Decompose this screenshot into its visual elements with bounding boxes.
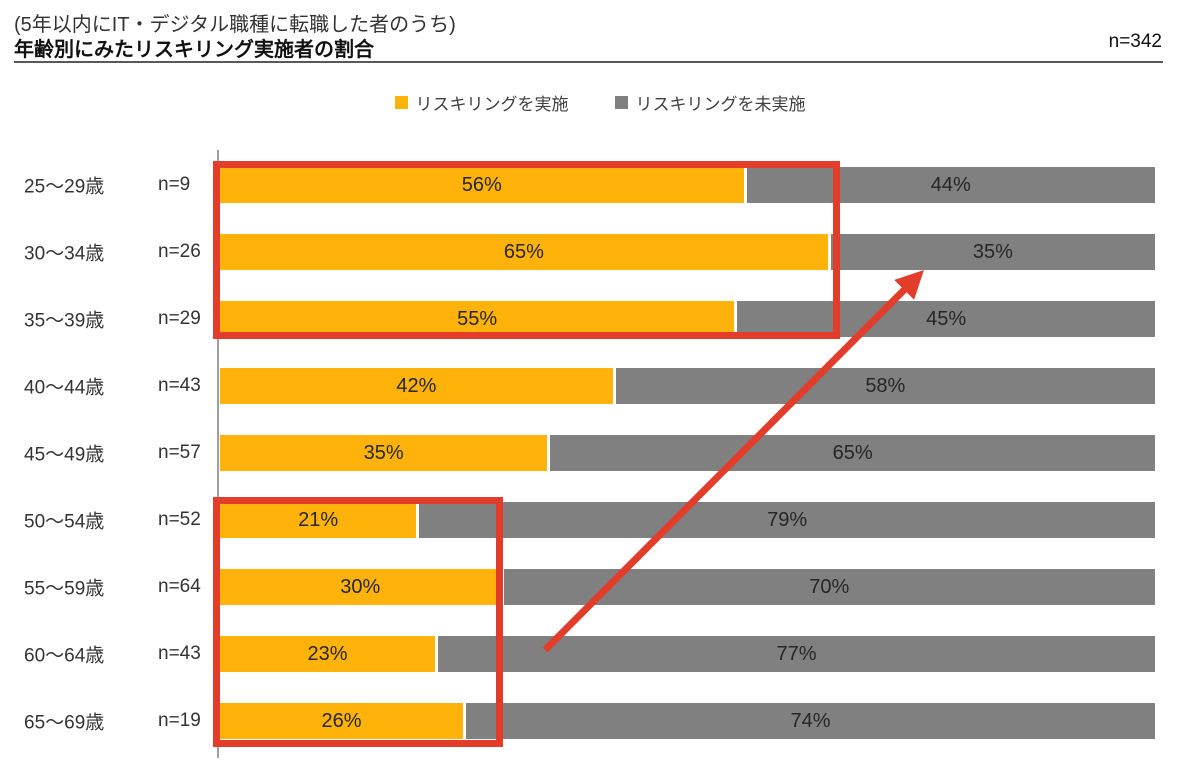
category-label: 50〜54歳 [24,511,105,533]
chart-subtitle: (5年以内にIT・デジタル職種に転職した者のうち) [14,14,456,36]
stacked-bar-chart: 25〜29歳 n=9 56% 44% 30〜34歳 n=26 65% 35% 35〜39歳 n=2… [0,150,1200,768]
sample-size-label: n=52 [158,509,201,530]
chart-row: 50〜54歳 n=52 21% 79% [0,502,1200,538]
sample-size-label: n=43 [158,375,201,396]
bar-segment-implemented: 26% [220,703,464,739]
legend: リスキリングを実施 リスキリングを未実施 [0,90,1200,115]
bar-segment-implemented: 56% [220,167,744,203]
bar-track: 56% 44% [220,167,1155,203]
y-axis-line [217,150,219,758]
bar-segment-implemented: 35% [220,435,548,471]
category-label: 60〜64歳 [24,645,105,667]
chart-title: 年齢別にみたリスキリング実施者の割合 [14,39,374,61]
legend-swatch-gray-icon [614,96,628,109]
bar-segment-not-implemented: 44% [743,167,1155,203]
category-label: 25〜29歳 [24,176,105,198]
chart-row: 40〜44歳 n=43 42% 58% [0,368,1200,404]
bar-segment-not-implemented: 79% [416,502,1155,538]
highlight-box-older-ages [213,497,503,747]
category-label: 55〜59歳 [24,578,105,600]
legend-label: リスキリングを実施 [415,95,569,114]
chart-row: 45〜49歳 n=57 35% 65% [0,435,1200,471]
bar-segment-implemented: 42% [220,368,613,404]
value-label: 26% [321,709,362,732]
bar-segment-not-implemented: 65% [547,435,1155,471]
sample-size-label: n=57 [158,442,201,463]
bar-segment-not-implemented: 58% [612,368,1155,404]
sample-size-label: n=19 [158,710,201,731]
legend-item-not-implemented: リスキリングを未実施 [614,90,806,115]
legend-item-implemented: リスキリングを実施 [394,90,569,115]
sample-size-total: n=342 [1108,31,1162,52]
category-label: 45〜49歳 [24,444,105,466]
highlight-box-young-ages [213,161,840,339]
value-label: 45% [926,307,967,330]
bar-segment-not-implemented: 77% [435,636,1155,672]
value-label: 21% [298,508,339,531]
bar-segment-implemented: 21% [220,502,417,538]
value-label: 70% [809,575,850,598]
value-label: 35% [972,240,1013,263]
category-label: 35〜39歳 [24,310,105,332]
value-label: 56% [461,173,502,196]
sample-size-label: n=43 [158,643,201,664]
value-label: 58% [865,374,906,397]
value-label: 35% [363,441,404,464]
value-label: 23% [307,642,348,665]
bar-track: 35% 65% [220,435,1155,471]
value-label: 55% [457,307,498,330]
header-divider [14,61,1163,63]
value-label: 65% [832,441,873,464]
bar-track: 65% 35% [220,234,1155,270]
sample-size-label: n=64 [158,576,201,597]
bar-segment-implemented: 65% [220,234,828,270]
category-label: 30〜34歳 [24,243,105,265]
category-label: 40〜44歳 [24,377,105,399]
value-label: 74% [790,709,831,732]
bar-segment-not-implemented: 74% [463,703,1155,739]
bar-track: 26% 74% [220,703,1155,739]
bar-segment-implemented: 23% [220,636,436,672]
value-label: 44% [930,173,971,196]
value-label: 77% [776,642,817,665]
value-label: 79% [767,508,808,531]
bar-segment-implemented: 30% [220,569,501,605]
value-label: 65% [503,240,544,263]
legend-swatch-orange-icon [394,96,408,109]
chart-row: 65〜69歳 n=19 26% 74% [0,703,1200,739]
sample-size-label: n=26 [158,241,201,262]
value-label: 30% [340,575,381,598]
bar-segment-not-implemented: 35% [827,234,1155,270]
sample-size-label: n=29 [158,308,201,329]
bar-segment-not-implemented: 70% [500,569,1155,605]
bar-track: 42% 58% [220,368,1155,404]
legend-label: リスキリングを未実施 [635,95,806,114]
chart-row: 25〜29歳 n=9 56% 44% [0,167,1200,203]
value-label: 42% [396,374,437,397]
chart-row: 60〜64歳 n=43 23% 77% [0,636,1200,672]
sample-size-label: n=9 [158,174,191,195]
chart-row: 30〜34歳 n=26 65% 35% [0,234,1200,270]
chart-row: 55〜59歳 n=64 30% 70% [0,569,1200,605]
category-label: 65〜69歳 [24,712,105,734]
